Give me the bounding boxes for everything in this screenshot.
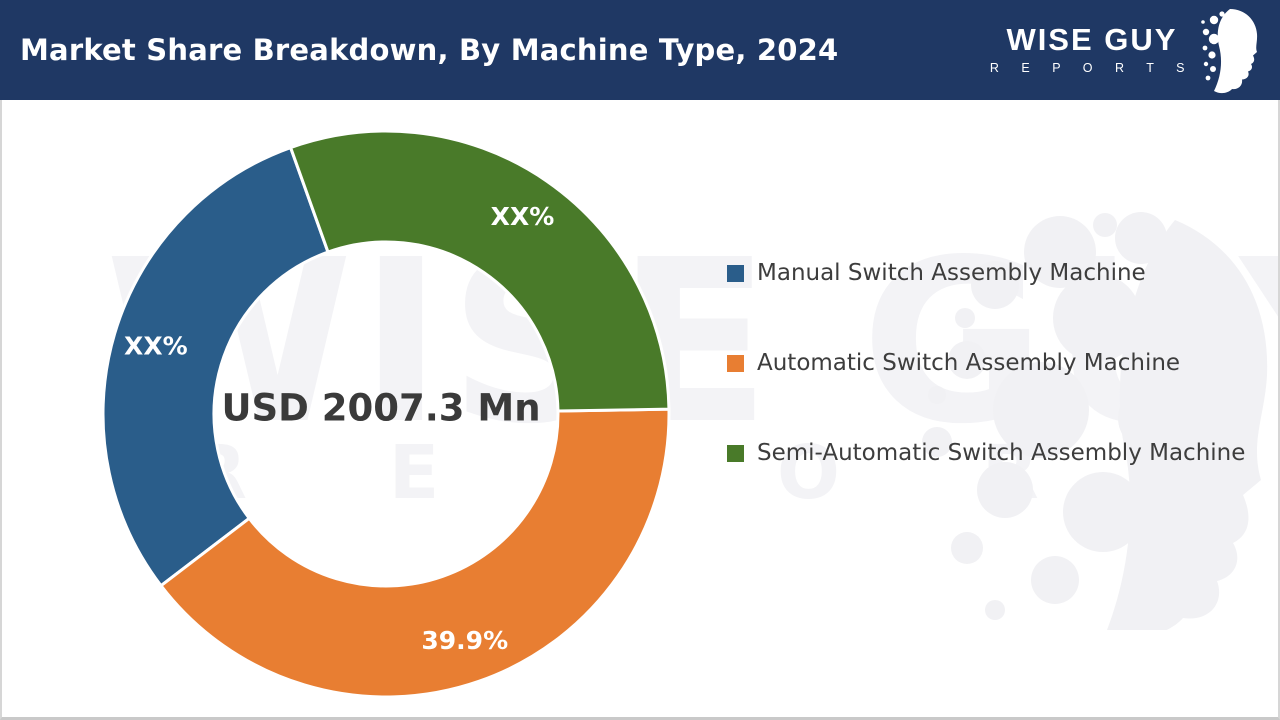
brand-face-icon (1201, 9, 1258, 94)
segment-value-label-manual: XX% (124, 331, 188, 360)
legend-swatch-automatic (727, 354, 744, 372)
segment-manual (101, 146, 330, 588)
legend-item-semi-automatic: Semi-Automatic Switch Assembly Machine (727, 436, 1245, 470)
legend-label-automatic: Automatic Switch Assembly Machine (757, 350, 1181, 376)
page-title: Market Share Breakdown, By Machine Type,… (20, 33, 839, 67)
legend-item-manual: Manual Switch Assembly Machine (727, 256, 1146, 290)
legend-item-automatic: Automatic Switch Assembly Machine (727, 346, 1180, 380)
legend-swatch-semi-automatic (727, 444, 744, 462)
donut-center-label: USD 2007.3 Mn (221, 387, 540, 430)
segment-value-label-semi-automatic: XX% (491, 202, 555, 231)
brand-logo-text: WISE GUY R E P O R T S (990, 22, 1194, 75)
brand-logo: WISE GUY R E P O R T S (990, 6, 1262, 94)
legend-label-manual: Manual Switch Assembly Machine (757, 260, 1146, 286)
legend-label-semi-automatic: Semi-Automatic Switch Assembly Machine (757, 440, 1246, 466)
segment-automatic (159, 407, 671, 699)
segment-semi-automatic (289, 129, 671, 413)
brand-subtitle: R E P O R T S (989, 61, 1194, 75)
header-bar: Market Share Breakdown, By Machine Type,… (0, 0, 1280, 100)
segment-value-label-automatic: 39.9% (421, 626, 508, 655)
brand-name: WISE GUY (1006, 22, 1178, 57)
legend-swatch-manual (727, 264, 744, 282)
